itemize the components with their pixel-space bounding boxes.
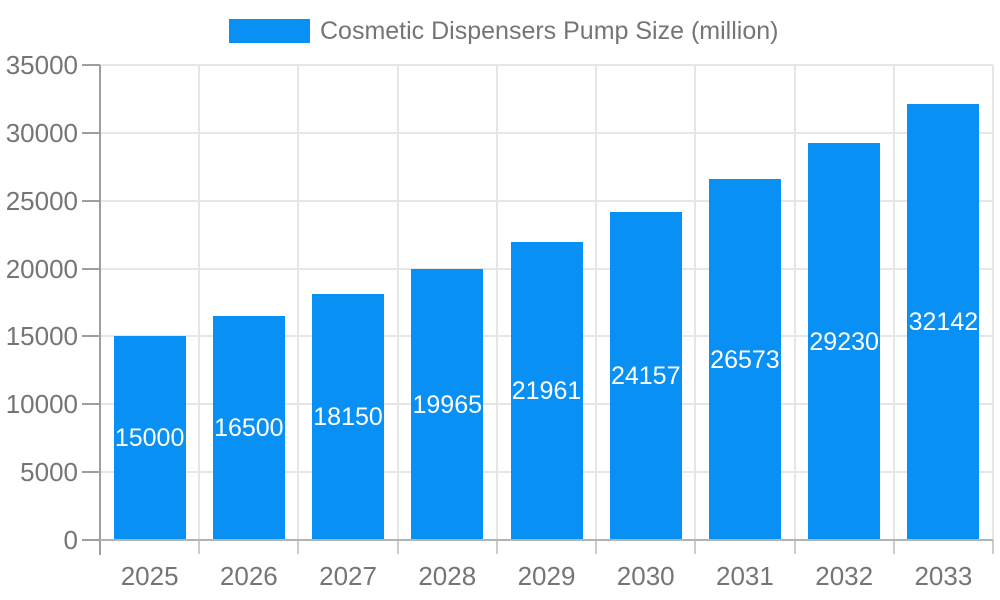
- bar: [312, 293, 385, 540]
- y-axis-label: 25000: [5, 185, 78, 216]
- y-axis-label: 0: [63, 525, 78, 555]
- bar: [708, 179, 781, 540]
- y-axis-line: [99, 65, 101, 555]
- h-gridline: [100, 64, 993, 66]
- x-axis-tick: [198, 540, 201, 554]
- y-axis-tick: [82, 335, 100, 338]
- x-axis-tick: [992, 540, 994, 554]
- bar: [609, 212, 682, 540]
- x-axis-label: 2031: [716, 561, 774, 591]
- bar: [212, 316, 285, 540]
- x-axis-label: 2026: [219, 561, 278, 591]
- bar-value-label: 16500: [214, 414, 284, 443]
- x-axis-label: 2030: [616, 561, 675, 591]
- x-axis-tick: [793, 540, 796, 554]
- y-axis-tick: [82, 539, 100, 541]
- y-axis-tick: [82, 131, 100, 134]
- h-gridline: [100, 199, 993, 202]
- y-axis-label: 5000: [20, 457, 78, 488]
- x-axis-tick: [495, 540, 498, 554]
- x-axis-label: 2029: [517, 561, 576, 591]
- legend: Cosmetic Dispensers Pump Size (million): [229, 17, 779, 45]
- bar-value-label: 18150: [313, 402, 383, 431]
- bar-value-label: 15000: [114, 424, 185, 453]
- y-axis-tick: [82, 267, 100, 270]
- bar: [510, 241, 583, 540]
- y-axis-tick: [82, 403, 100, 406]
- h-gridline: [100, 131, 993, 134]
- v-gridline: [396, 65, 399, 540]
- x-axis-line: [100, 539, 993, 541]
- x-axis-tick: [396, 540, 399, 554]
- v-gridline: [793, 65, 796, 540]
- y-axis-tick: [82, 471, 100, 474]
- v-gridline: [297, 65, 300, 540]
- bar-value-label: 26573: [710, 345, 780, 374]
- bar: [411, 269, 484, 540]
- v-gridline: [495, 65, 498, 540]
- bar: [907, 103, 980, 540]
- x-axis-tick: [694, 540, 697, 554]
- bar-value-label: 29230: [809, 327, 879, 356]
- bar-value-label: 21961: [511, 376, 582, 405]
- x-axis-tick: [595, 540, 598, 554]
- y-axis-label: 15000: [5, 321, 78, 352]
- v-gridline: [892, 65, 895, 540]
- y-axis-tick: [82, 199, 100, 202]
- x-axis-tick: [892, 540, 895, 554]
- x-axis-label: 2025: [120, 561, 179, 591]
- y-axis-label: 10000: [5, 389, 78, 420]
- x-axis-label: 2033: [914, 561, 973, 591]
- x-axis-label: 2027: [319, 561, 377, 591]
- v-gridline: [198, 65, 201, 540]
- y-axis-label: 35000: [5, 50, 78, 80]
- y-axis-label: 20000: [5, 253, 78, 284]
- bar-value-label: 19965: [412, 390, 483, 419]
- bar: [113, 336, 186, 540]
- x-axis-tick: [297, 540, 300, 554]
- x-axis-label: 2028: [418, 561, 477, 591]
- v-gridline: [595, 65, 598, 540]
- y-axis-tick: [82, 64, 100, 66]
- bar: [808, 143, 881, 540]
- legend-swatch: [229, 19, 310, 43]
- v-gridline: [992, 65, 994, 540]
- legend-label: Cosmetic Dispensers Pump Size (million): [320, 17, 779, 45]
- v-gridline: [694, 65, 697, 540]
- x-axis-label: 2032: [815, 561, 874, 591]
- bar-value-label: 32142: [908, 307, 979, 336]
- bar-value-label: 24157: [610, 362, 681, 391]
- y-axis-label: 30000: [5, 117, 78, 148]
